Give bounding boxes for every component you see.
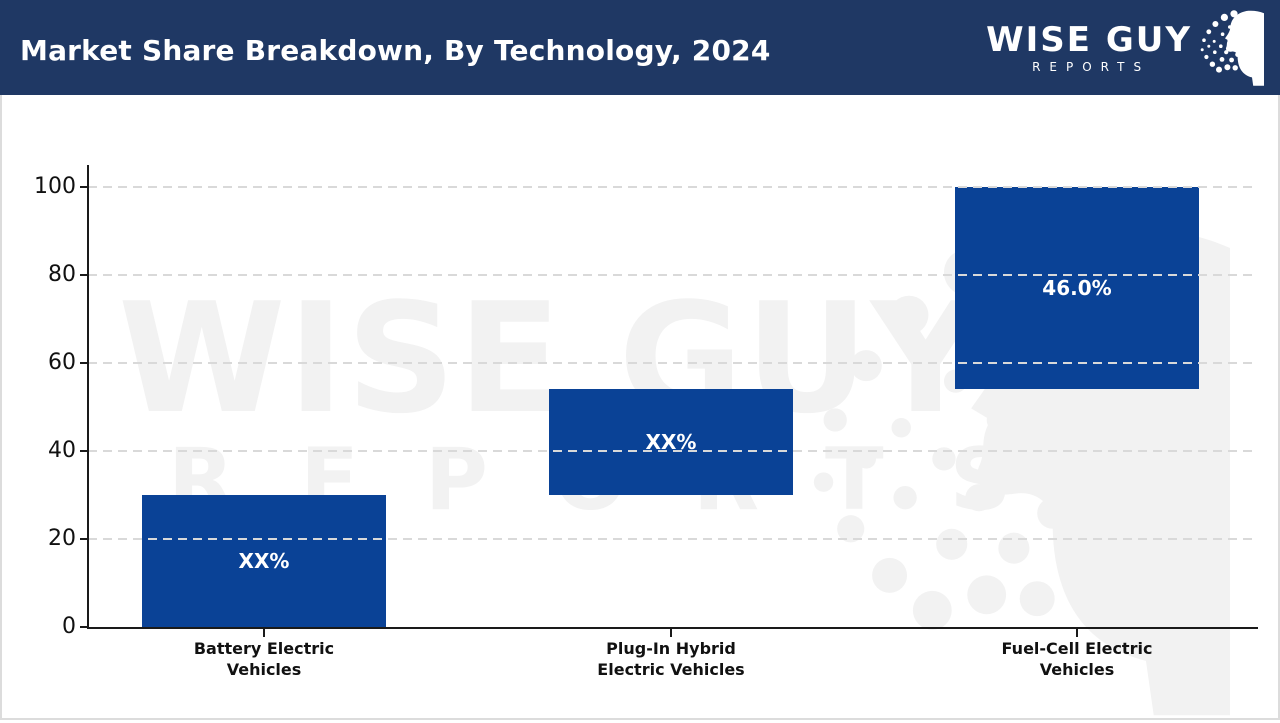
y-tick-label-100: 100	[34, 174, 76, 199]
bar-value-label-3: 46.0%	[1042, 276, 1112, 301]
x-tick-2	[670, 629, 672, 637]
gridline-20	[88, 538, 1258, 540]
bar-3: 46.0%	[955, 187, 1199, 390]
y-axis-spine	[87, 165, 89, 629]
gridline-100	[88, 186, 1258, 188]
x-tick-3	[1076, 629, 1078, 637]
y-tick-80	[80, 274, 87, 276]
x-category-label-2: Plug-In Hybrid Electric Vehicles	[597, 639, 745, 679]
x-category-label-1: Battery Electric Vehicles	[193, 639, 335, 679]
gridline-60	[88, 362, 1258, 364]
y-tick-20	[80, 538, 87, 540]
logo-face-icon	[1200, 10, 1264, 86]
logo: WISE GUY REPORTS	[986, 7, 1264, 89]
x-category-label-3: Fuel-Cell Electric Vehicles	[1001, 639, 1153, 679]
y-tick-label-0: 0	[62, 614, 76, 639]
y-tick-label-60: 60	[48, 350, 76, 375]
y-tick-60	[80, 362, 87, 364]
logo-wiseguy-text: WISE GUY	[986, 20, 1192, 60]
gridline-40	[88, 450, 1258, 452]
gridline-80	[88, 274, 1258, 276]
bar-value-label-1: XX%	[238, 549, 290, 573]
header: Market Share Breakdown, By Technology, 2…	[0, 0, 1280, 95]
y-tick-label-20: 20	[48, 526, 76, 551]
y-tick-40	[80, 450, 87, 452]
page-title: Market Share Breakdown, By Technology, 2…	[20, 34, 771, 67]
y-tick-label-40: 40	[48, 438, 76, 463]
bar-1: XX%	[142, 495, 386, 627]
logo-reports-text: REPORTS	[1032, 60, 1151, 74]
x-axis-spine	[87, 627, 1258, 629]
x-tick-1	[263, 629, 265, 637]
y-tick-label-80: 80	[48, 262, 76, 287]
y-tick-0	[80, 626, 87, 628]
y-tick-100	[80, 186, 87, 188]
bar-2: XX%	[549, 389, 793, 495]
